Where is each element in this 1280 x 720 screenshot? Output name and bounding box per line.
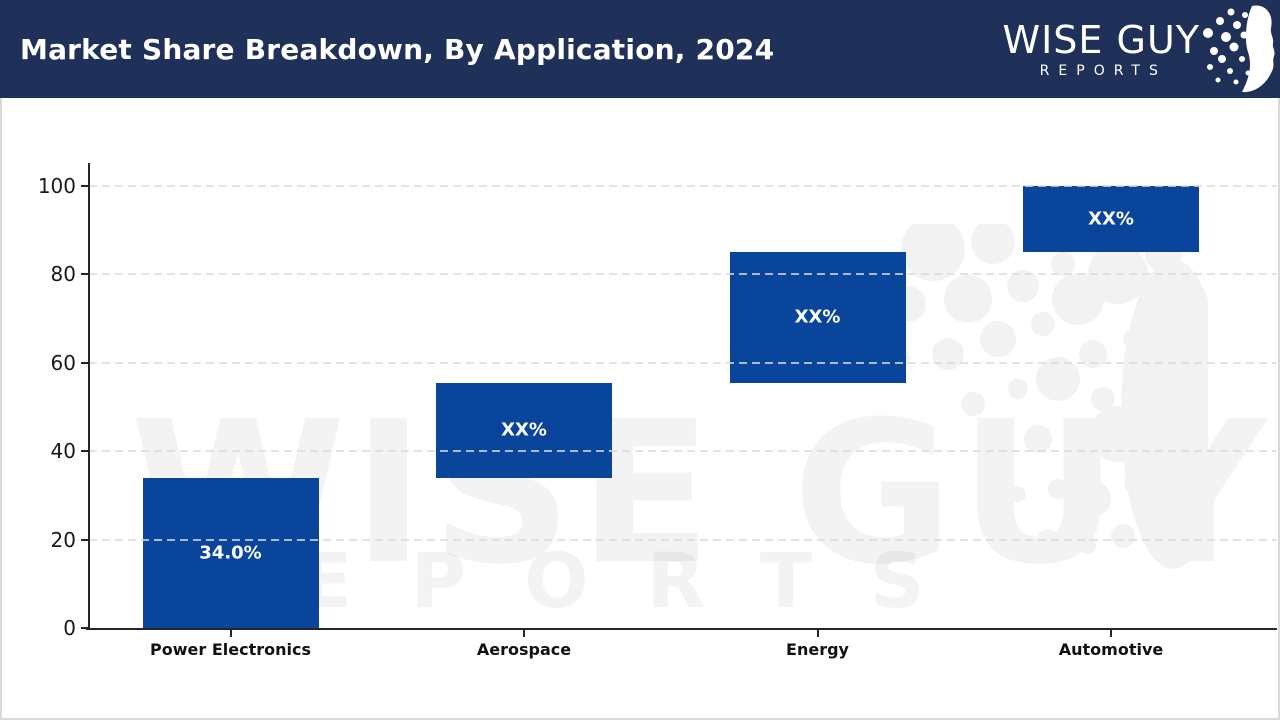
y-axis-line [88, 163, 90, 630]
y-axis-tick [81, 627, 89, 629]
bar-value-label: XX% [501, 419, 547, 441]
x-axis-tick [816, 629, 819, 637]
x-axis-category-label: Power Electronics [150, 640, 311, 659]
y-axis-tick [81, 185, 89, 187]
x-axis-category-label: Energy [786, 640, 849, 659]
page-title: Market Share Breakdown, By Application, … [20, 32, 775, 66]
y-axis-tick [81, 273, 89, 276]
y-axis-tick-label: 80 [50, 262, 76, 287]
logo-text: WISE GUY REPORTS [1003, 21, 1200, 78]
logo-head-dots-icon [1203, 5, 1275, 93]
bar-power-electronics [142, 477, 319, 628]
y-axis-tick [81, 538, 89, 541]
x-axis-tick [523, 629, 525, 637]
header-bar: Market Share Breakdown, By Application, … [0, 0, 1280, 98]
bar-value-label: 34.0% [199, 542, 262, 564]
y-axis-tick [81, 450, 89, 453]
logo-wordmark: WISE GUY [1002, 17, 1200, 62]
y-axis-tick-label: 0 [63, 616, 76, 640]
x-axis-category-label: Automotive [1058, 640, 1164, 659]
bar-aerospace [436, 382, 612, 478]
y-axis-tick-label: 20 [50, 527, 76, 552]
y-axis-tick-label: 100 [37, 174, 76, 198]
gridline-20 [89, 538, 1277, 541]
x-axis-tick [229, 629, 232, 637]
x-axis-category-label: Aerospace [476, 640, 572, 659]
bar-value-label: XX% [1088, 208, 1134, 230]
y-axis-tick-label: 40 [50, 439, 76, 464]
gridline-100 [89, 185, 1277, 187]
x-axis-line [86, 628, 1277, 630]
gridline-40 [89, 450, 1277, 453]
wise-guy-logo: WISE GUY REPORTS [1003, 3, 1276, 95]
x-axis-tick [1110, 629, 1112, 637]
logo-subtitle: REPORTS [1039, 62, 1167, 79]
gridline-60 [89, 361, 1277, 364]
bar-automotive [1023, 186, 1199, 253]
gridline-80 [89, 273, 1277, 276]
y-axis-tick [81, 361, 89, 364]
bar-value-label: XX% [794, 306, 841, 328]
y-axis-tick-label: 60 [50, 350, 76, 375]
